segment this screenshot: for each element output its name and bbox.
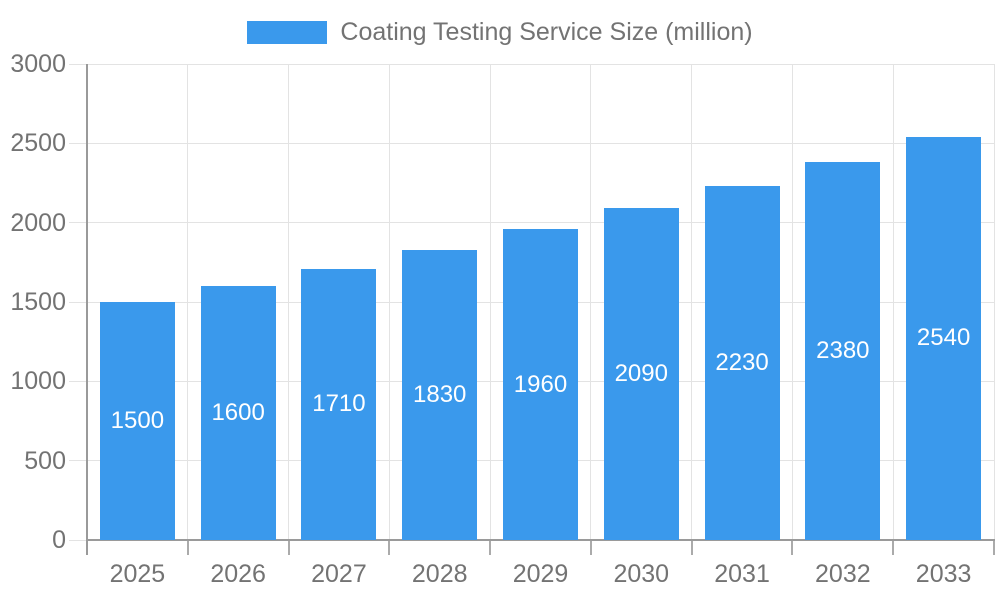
y-tick bbox=[69, 460, 87, 462]
y-tick bbox=[69, 63, 87, 65]
bar-2027[interactable] bbox=[301, 268, 377, 540]
x-gridline bbox=[489, 64, 491, 540]
y-axis-label: 1000 bbox=[10, 367, 66, 396]
x-axis-label: 2028 bbox=[411, 560, 468, 588]
bar-2030[interactable] bbox=[603, 208, 679, 540]
x-gridline bbox=[691, 64, 693, 540]
bar-value-label: 1500 bbox=[110, 407, 165, 434]
bar-2032[interactable] bbox=[805, 162, 881, 540]
bar-2029[interactable] bbox=[503, 229, 578, 540]
x-axis-label: 2029 bbox=[512, 560, 569, 588]
y-gridline bbox=[87, 142, 994, 144]
x-axis-label: 2026 bbox=[210, 560, 266, 588]
y-gridline bbox=[87, 63, 994, 65]
legend-item[interactable]: Coating Testing Service Size (million) bbox=[0, 17, 1000, 47]
y-axis-label: 3000 bbox=[10, 50, 66, 78]
x-gridline bbox=[993, 64, 995, 540]
bar-value-label: 1960 bbox=[513, 370, 568, 398]
bar-value-label: 2230 bbox=[715, 349, 769, 377]
x-tick bbox=[388, 540, 391, 555]
legend-label: Coating Testing Service Size (million) bbox=[340, 18, 753, 46]
x-axis-label: 2032 bbox=[815, 560, 871, 588]
x-gridline bbox=[288, 64, 290, 540]
bar-2026[interactable] bbox=[200, 286, 276, 540]
y-tick bbox=[69, 222, 87, 224]
x-gridline bbox=[388, 64, 390, 540]
bar-2025[interactable] bbox=[99, 302, 175, 540]
bar-value-label: 2540 bbox=[916, 324, 971, 352]
y-axis-line bbox=[86, 64, 88, 555]
bar-2033[interactable] bbox=[906, 136, 982, 540]
y-tick bbox=[69, 380, 87, 382]
bar-value-label: 1710 bbox=[312, 390, 366, 418]
y-axis-label: 2500 bbox=[10, 129, 66, 158]
y-tick bbox=[69, 142, 87, 144]
y-axis-label: 500 bbox=[24, 446, 66, 475]
x-axis-label: 2031 bbox=[714, 560, 770, 588]
bar-2028[interactable] bbox=[402, 249, 478, 540]
x-tick bbox=[993, 540, 995, 555]
bar-value-label: 1600 bbox=[211, 399, 265, 427]
x-axis-label: 2025 bbox=[109, 560, 166, 588]
x-tick bbox=[186, 540, 189, 555]
legend-swatch bbox=[247, 20, 328, 44]
x-gridline bbox=[892, 64, 894, 540]
x-tick bbox=[690, 540, 693, 555]
x-axis-line bbox=[86, 539, 995, 541]
x-axis-label: 2030 bbox=[613, 560, 670, 588]
bar-2031[interactable] bbox=[704, 186, 780, 540]
bar-value-label: 1830 bbox=[413, 380, 467, 408]
y-tick bbox=[69, 539, 87, 541]
y-axis-label: 0 bbox=[52, 526, 66, 554]
x-tick bbox=[489, 540, 492, 555]
y-gridline bbox=[87, 222, 994, 224]
x-tick bbox=[287, 540, 290, 555]
x-axis-label: 2027 bbox=[311, 560, 367, 588]
y-tick bbox=[69, 301, 87, 303]
bar-value-label: 2380 bbox=[816, 337, 870, 365]
y-axis-label: 1500 bbox=[10, 288, 66, 316]
x-gridline bbox=[590, 64, 592, 540]
x-axis-label: 2033 bbox=[915, 560, 972, 588]
y-axis-label: 2000 bbox=[10, 208, 66, 237]
x-tick bbox=[589, 540, 592, 555]
x-gridline bbox=[187, 64, 189, 540]
x-tick bbox=[791, 540, 794, 555]
bar-value-label: 2090 bbox=[614, 360, 668, 388]
x-tick bbox=[892, 540, 895, 555]
x-gridline bbox=[791, 64, 793, 540]
